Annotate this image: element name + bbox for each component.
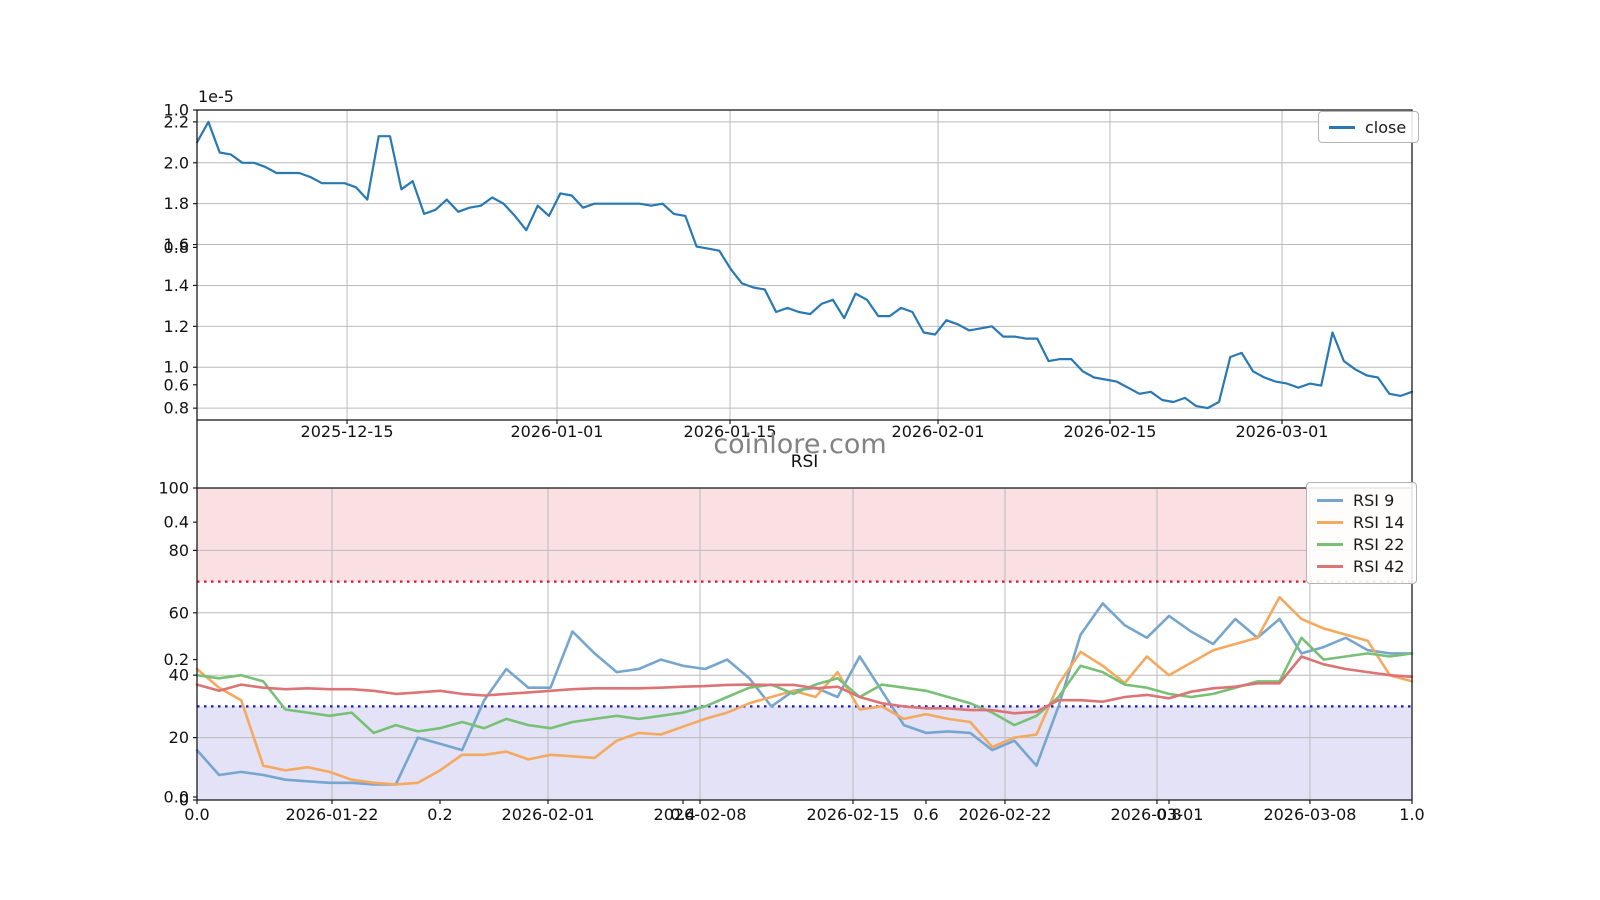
close-line — [195, 120, 1414, 410]
legend-item-close: close — [1329, 116, 1406, 138]
rsi-y-tick-label: 100 — [158, 479, 189, 498]
axis-offset-label: 1e-5 — [198, 87, 234, 106]
price-chart: 2.2 2.0 1.8 1.6 1.4 1.2 1.0 0.8 2025-12-15 2026-0… — [164, 87, 1414, 441]
legend-label-rsi-42: RSI 42 — [1353, 556, 1405, 576]
legend-item-rsi-9: RSI 9 — [1317, 489, 1404, 511]
rsi-9-line-sample — [1317, 498, 1343, 502]
legend-label-rsi-14: RSI 14 — [1353, 512, 1405, 532]
rsi-22-line — [195, 636, 1414, 735]
rsi-42-line — [195, 655, 1414, 715]
price-x-tick-label: 2026-01-15 — [684, 422, 777, 441]
overlay-y-tick-label: 0.2 — [164, 650, 189, 669]
legend-item-rsi-14: RSI 14 — [1317, 511, 1404, 533]
rsi-14-line — [195, 595, 1414, 786]
rsi-y-tick-label: 40 — [169, 666, 189, 685]
rsi-y-tick-label: 80 — [169, 541, 189, 560]
rsi-42-line-sample — [1317, 564, 1343, 568]
rsi-x-tick-label: 2026-02-22 — [958, 805, 1051, 824]
price-y-tick-label: 1.6 — [164, 235, 189, 254]
legend-label-rsi-9: RSI 9 — [1353, 490, 1395, 510]
rsi-y-tick-label: 60 — [169, 603, 189, 622]
rsi-22-line-sample — [1317, 542, 1343, 546]
legend-label-rsi-22: RSI 22 — [1353, 534, 1405, 554]
rsi-y-tick-label: 20 — [169, 728, 189, 747]
overlay-x-tick-label: 1.0 — [1399, 805, 1424, 824]
overlay-y-tick-label: 0.0 — [164, 788, 189, 807]
legend-label-close: close — [1365, 117, 1407, 137]
price-axes-frame — [196, 109, 1413, 421]
rsi-x-tick-label: 2026-02-15 — [806, 805, 899, 824]
overlay-x-tick-label: 0.0 — [184, 805, 209, 824]
price-x-tick-label: 2026-02-01 — [892, 422, 985, 441]
price-x-tick-label: 2026-03-01 — [1236, 422, 1329, 441]
overlay-x-tick-label: 0.2 — [427, 805, 452, 824]
rsi-legend: RSI 9 RSI 14 RSI 22 RSI 42 — [1306, 482, 1418, 584]
price-legend: close — [1318, 111, 1420, 143]
rsi-x-tick-label: 2026-02-01 — [502, 805, 595, 824]
overlay-axis: 1.0 0.8 0.6 0.4 0.2 0.00.0 0.2 0.4 0.6 0.8 1.0 — [164, 101, 1425, 825]
legend-item-rsi-22: RSI 22 — [1317, 533, 1404, 555]
legend-item-rsi-42: RSI 42 — [1317, 555, 1404, 577]
overlay-y-tick-label: 0.6 — [164, 375, 189, 394]
rsi-x-tick-label: 2026-01-22 — [285, 805, 378, 824]
overbought-band — [197, 488, 1412, 582]
price-y-tick-label: 1.4 — [164, 276, 189, 295]
price-y-tick-label: 2.2 — [164, 112, 189, 131]
overlay-x-tick-label: 0.8 — [1156, 805, 1181, 824]
rsi-axes-frame — [196, 487, 1413, 801]
rsi-y-tick-label: 0 — [179, 791, 189, 810]
price-y-tick-label: 0.8 — [164, 399, 189, 418]
rsi-x-tick-label: 2026-03-08 — [1263, 805, 1356, 824]
overlay-y-tick-label: 0.4 — [164, 513, 189, 532]
price-y-tick-label: 2.0 — [164, 153, 189, 172]
price-y-tick-label: 1.2 — [164, 317, 189, 336]
oversold-band — [197, 706, 1412, 800]
overlay-x-tick-label: 0.4 — [670, 805, 695, 824]
overlay-y-tick-label: 0.8 — [164, 238, 189, 257]
overlay-x-tick-label: 0.6 — [913, 805, 938, 824]
price-x-tick-label: 2026-02-15 — [1063, 422, 1156, 441]
price-x-tick-label: 2025-12-15 — [301, 422, 394, 441]
price-y-tick-label: 1.8 — [164, 194, 189, 213]
rsi-chart: 100 80 60 40 20 0 2026-01-22 2026-02-01 2026-02-… — [158, 479, 1414, 824]
rsi-x-tick-label: 2026-03-01 — [1110, 805, 1203, 824]
rsi-x-tick-label: 2026-02-08 — [654, 805, 747, 824]
rsi-14-line-sample — [1317, 520, 1343, 524]
overlay-y-tick-label: 1.0 — [164, 101, 189, 120]
price-y-tick-label: 1.0 — [164, 358, 189, 377]
close-line-sample — [1329, 125, 1355, 129]
price-x-tick-label: 2026-01-01 — [511, 422, 604, 441]
